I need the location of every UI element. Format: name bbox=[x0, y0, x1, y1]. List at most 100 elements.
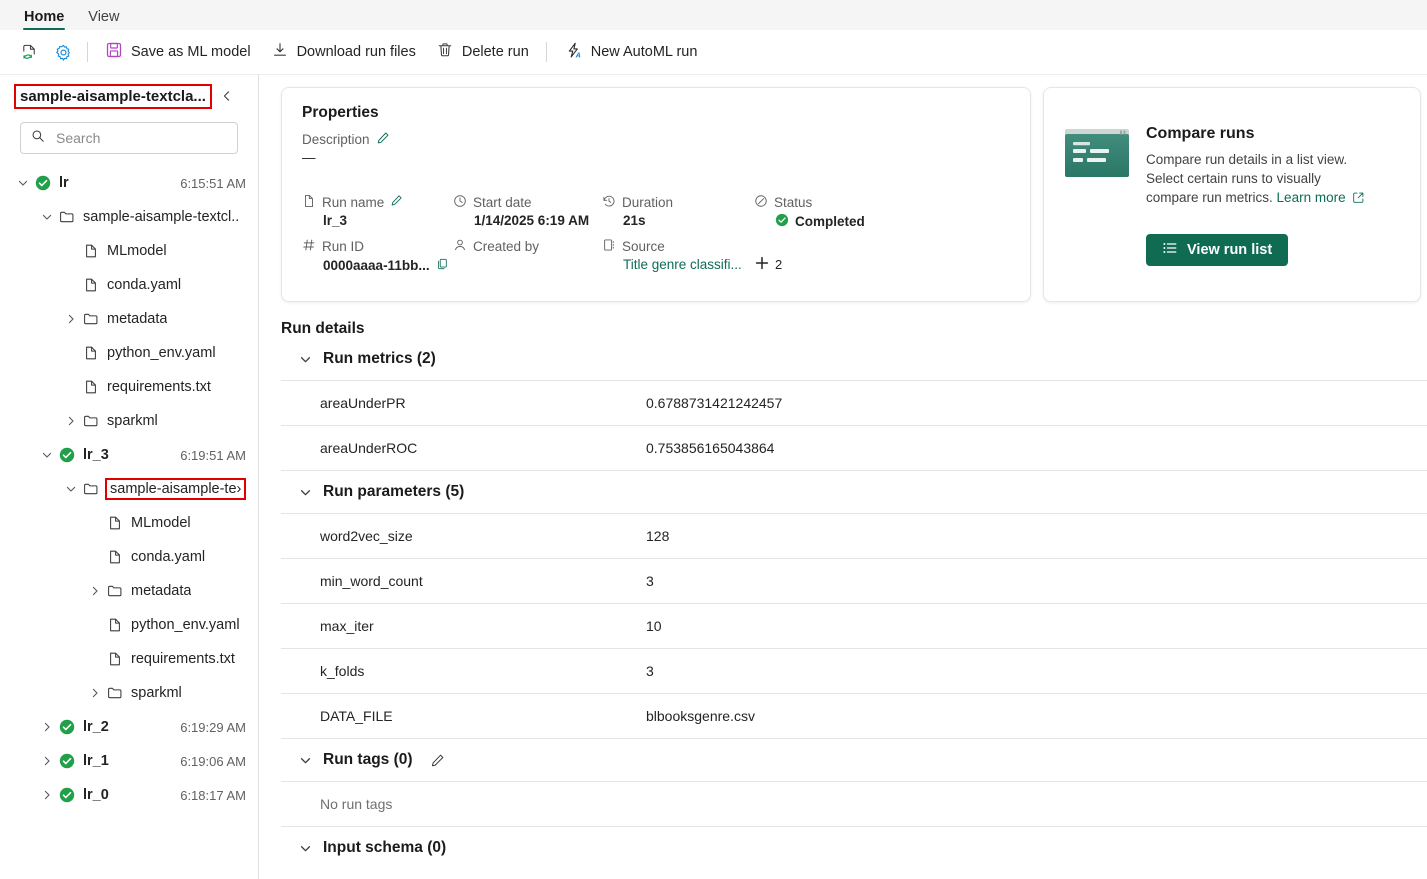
pencil-icon[interactable] bbox=[430, 753, 445, 768]
tree-item[interactable]: lr_3 6:19:51 AM bbox=[0, 438, 258, 472]
sidebar-header: sample-aisample-textcla... bbox=[0, 83, 258, 109]
compare-runs-card: Compare runs Compare run details in a li… bbox=[1043, 87, 1421, 302]
status-badge: Completed bbox=[795, 214, 865, 229]
chevron-right-icon[interactable] bbox=[62, 412, 80, 430]
gear-icon[interactable] bbox=[46, 36, 80, 68]
chevron-down-icon[interactable] bbox=[298, 751, 312, 769]
tree-item[interactable]: MLmodel bbox=[0, 506, 258, 540]
folder-icon bbox=[56, 209, 78, 225]
tree-item-time: 6:19:06 AM bbox=[180, 753, 246, 769]
run-details-section-title: Run parameters (5) bbox=[323, 483, 465, 500]
source-label: Source bbox=[622, 238, 665, 254]
tree-item-label: requirements.txt bbox=[107, 379, 211, 395]
run-details-section-header[interactable]: Run metrics (2) bbox=[281, 338, 1427, 380]
tree-item-time: 6:19:51 AM bbox=[180, 447, 246, 463]
tree-item-label: metadata bbox=[107, 311, 168, 327]
tab-home[interactable]: Home bbox=[14, 6, 74, 30]
run-details-section-header[interactable]: Run parameters (5) bbox=[281, 471, 1427, 513]
tree-item[interactable]: conda.yaml bbox=[0, 540, 258, 574]
tree-item-label: lr_0 bbox=[83, 787, 109, 803]
chevron-right-icon[interactable] bbox=[86, 684, 104, 702]
chevron-down-icon[interactable] bbox=[298, 839, 312, 857]
tree-item[interactable]: lr_2 6:19:29 AM bbox=[0, 710, 258, 744]
start-date-value: 1/14/2025 6:19 AM bbox=[474, 213, 590, 228]
file-tree: lr 6:15:51 AM sample-aisample-textcl.. MLmo… bbox=[0, 166, 258, 812]
tree-item[interactable]: sparkml bbox=[0, 404, 258, 438]
status-success-icon bbox=[775, 213, 789, 230]
file-icon bbox=[104, 617, 126, 633]
pencil-icon[interactable] bbox=[390, 194, 403, 210]
search-box[interactable] bbox=[20, 122, 238, 154]
file-icon bbox=[104, 651, 126, 667]
run-details-row-key: min_word_count bbox=[320, 573, 423, 589]
tab-view[interactable]: View bbox=[88, 9, 120, 25]
source-value-link[interactable]: Title genre classifi... bbox=[623, 257, 742, 272]
download-run-files-button[interactable]: Download run files bbox=[261, 36, 426, 68]
external-link-icon[interactable] bbox=[1352, 190, 1365, 209]
pencil-icon[interactable] bbox=[376, 131, 390, 148]
delete-run-button[interactable]: Delete run bbox=[426, 36, 539, 68]
run-details-row-value: 3 bbox=[646, 573, 654, 589]
tree-item[interactable]: sparkml bbox=[0, 676, 258, 710]
run-details-row-value: 0.753856165043864 bbox=[646, 440, 775, 456]
compare-runs-card-icon bbox=[1064, 128, 1130, 178]
chevron-left-icon[interactable] bbox=[218, 86, 236, 106]
status-success-icon bbox=[32, 175, 54, 191]
property-run-id: Run ID 0000aaaa-11bb... bbox=[302, 237, 453, 274]
chevron-right-icon[interactable] bbox=[62, 310, 80, 328]
status-success-icon bbox=[56, 787, 78, 803]
tree-item[interactable]: python_env.yaml bbox=[0, 608, 258, 642]
toolbar-divider bbox=[87, 42, 88, 62]
tree-item[interactable]: lr_0 6:18:17 AM bbox=[0, 778, 258, 812]
copy-icon[interactable] bbox=[436, 257, 449, 274]
view-run-list-button[interactable]: View run list bbox=[1146, 234, 1289, 266]
tree-item-time: 6:18:17 AM bbox=[180, 787, 246, 803]
tree-item[interactable]: metadata bbox=[0, 574, 258, 608]
folder-icon bbox=[104, 583, 126, 599]
search-input[interactable] bbox=[54, 129, 227, 147]
chevron-down-icon[interactable] bbox=[38, 446, 56, 464]
more-properties-button[interactable]: 2 bbox=[754, 255, 1010, 274]
section-divider bbox=[281, 738, 1427, 739]
chevron-right-icon[interactable] bbox=[38, 718, 56, 736]
run-details-row-key: k_folds bbox=[320, 663, 365, 679]
tree-item[interactable]: lr 6:15:51 AM bbox=[0, 166, 258, 200]
tree-item[interactable]: conda.yaml bbox=[0, 268, 258, 302]
tree-item[interactable]: sample-aisample-te› bbox=[0, 472, 258, 506]
save-as-ml-model-button[interactable]: Save as ML model bbox=[95, 36, 261, 68]
folder-icon bbox=[104, 685, 126, 701]
chevron-down-icon[interactable] bbox=[298, 350, 312, 368]
download-icon bbox=[271, 41, 289, 63]
chevron-down-icon[interactable] bbox=[14, 174, 32, 192]
chevron-down-icon[interactable] bbox=[38, 208, 56, 226]
tree-item-label: conda.yaml bbox=[131, 549, 206, 565]
chevron-down-icon[interactable] bbox=[62, 480, 80, 498]
sidebar-title: sample-aisample-textcla... bbox=[14, 83, 212, 109]
tree-item[interactable]: lr_1 6:19:06 AM bbox=[0, 744, 258, 778]
learn-more-link[interactable]: Learn more bbox=[1276, 190, 1346, 205]
run-details-section-header[interactable]: Run tags (0) bbox=[281, 739, 1427, 781]
tree-item-time: 6:19:29 AM bbox=[180, 719, 246, 735]
cards-row: Properties Description — bbox=[281, 87, 1427, 302]
compare-runs-description-text: Compare run details in a list view. Sele… bbox=[1146, 152, 1348, 205]
run-details-section-header[interactable]: Input schema (0) bbox=[281, 827, 1427, 869]
status-success-icon bbox=[56, 719, 78, 735]
compare-runs-body: Compare runs Compare run details in a li… bbox=[1146, 106, 1372, 283]
chevron-right-icon[interactable] bbox=[86, 582, 104, 600]
plus-icon bbox=[754, 255, 770, 274]
property-run-name: Run name lr_3 bbox=[302, 193, 453, 230]
tree-item[interactable]: metadata bbox=[0, 302, 258, 336]
chevron-down-icon[interactable] bbox=[298, 483, 312, 501]
refresh-document-icon[interactable] bbox=[12, 36, 46, 68]
chevron-right-icon[interactable] bbox=[38, 752, 56, 770]
run-details-row: DATA_FILE blbooksgenre.csv bbox=[281, 693, 1427, 738]
tree-item[interactable]: requirements.txt bbox=[0, 642, 258, 676]
status-value-row: Completed bbox=[775, 213, 1010, 230]
new-automl-run-button[interactable]: A New AutoML run bbox=[554, 36, 708, 68]
tree-item[interactable]: sample-aisample-textcl.. bbox=[0, 200, 258, 234]
tree-item[interactable]: python_env.yaml bbox=[0, 336, 258, 370]
tree-item[interactable]: MLmodel bbox=[0, 234, 258, 268]
chevron-right-icon[interactable] bbox=[38, 786, 56, 804]
tree-item[interactable]: requirements.txt bbox=[0, 370, 258, 404]
tree-item-time: 6:15:51 AM bbox=[180, 175, 246, 191]
